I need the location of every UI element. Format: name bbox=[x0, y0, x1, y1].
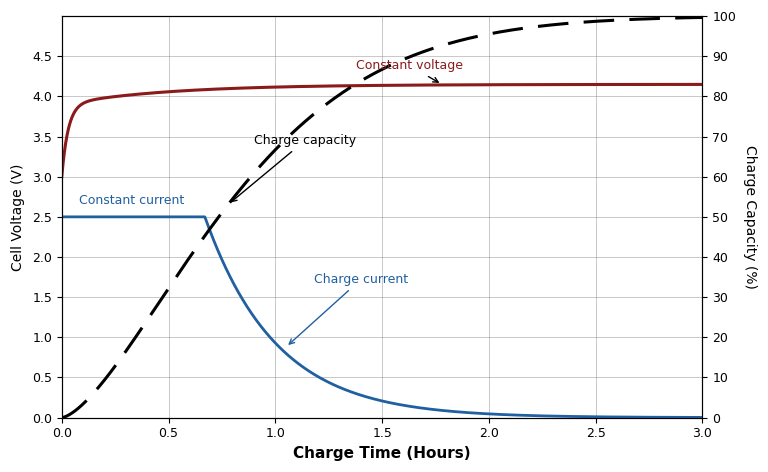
X-axis label: Charge Time (Hours): Charge Time (Hours) bbox=[293, 446, 471, 461]
Text: Charge capacity: Charge capacity bbox=[232, 134, 356, 202]
Text: Constant current: Constant current bbox=[79, 194, 184, 207]
Text: Constant voltage: Constant voltage bbox=[356, 59, 464, 82]
Y-axis label: Charge Capacity (%): Charge Capacity (%) bbox=[743, 145, 757, 289]
Y-axis label: Cell Voltage (V): Cell Voltage (V) bbox=[11, 163, 25, 270]
Text: Charge current: Charge current bbox=[290, 273, 408, 344]
